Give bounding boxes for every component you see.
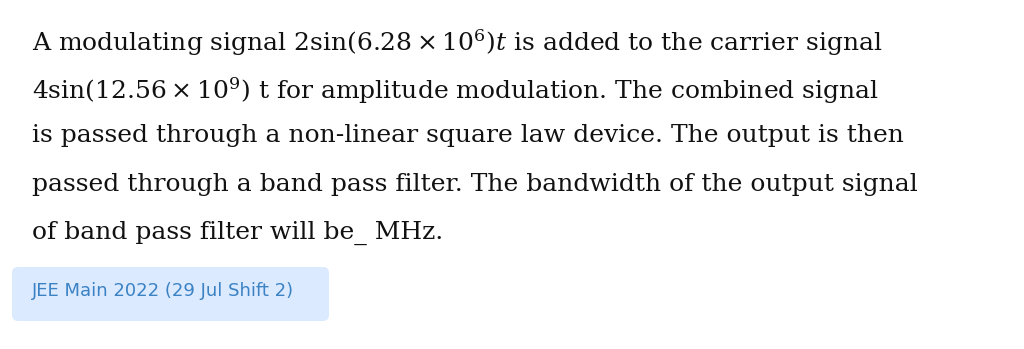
FancyBboxPatch shape [12,267,329,321]
Text: JEE Main 2022 (29 Jul Shift 2): JEE Main 2022 (29 Jul Shift 2) [32,282,294,300]
Text: is passed through a non-linear square law device. The output is then: is passed through a non-linear square la… [32,124,904,147]
Text: passed through a band pass filter. The bandwidth of the output signal: passed through a band pass filter. The b… [32,172,918,195]
Text: of band pass filter will be_ MHz.: of band pass filter will be_ MHz. [32,221,443,245]
Text: A modulating signal $2\sin\!\left(6.28\times10^6\right)t$ is added to the carrie: A modulating signal $2\sin\!\left(6.28\t… [32,27,883,58]
Text: $4\sin\!\left(12.56\times10^9\right)$ t for amplitude modulation. The combined s: $4\sin\!\left(12.56\times10^9\right)$ t … [32,75,879,106]
